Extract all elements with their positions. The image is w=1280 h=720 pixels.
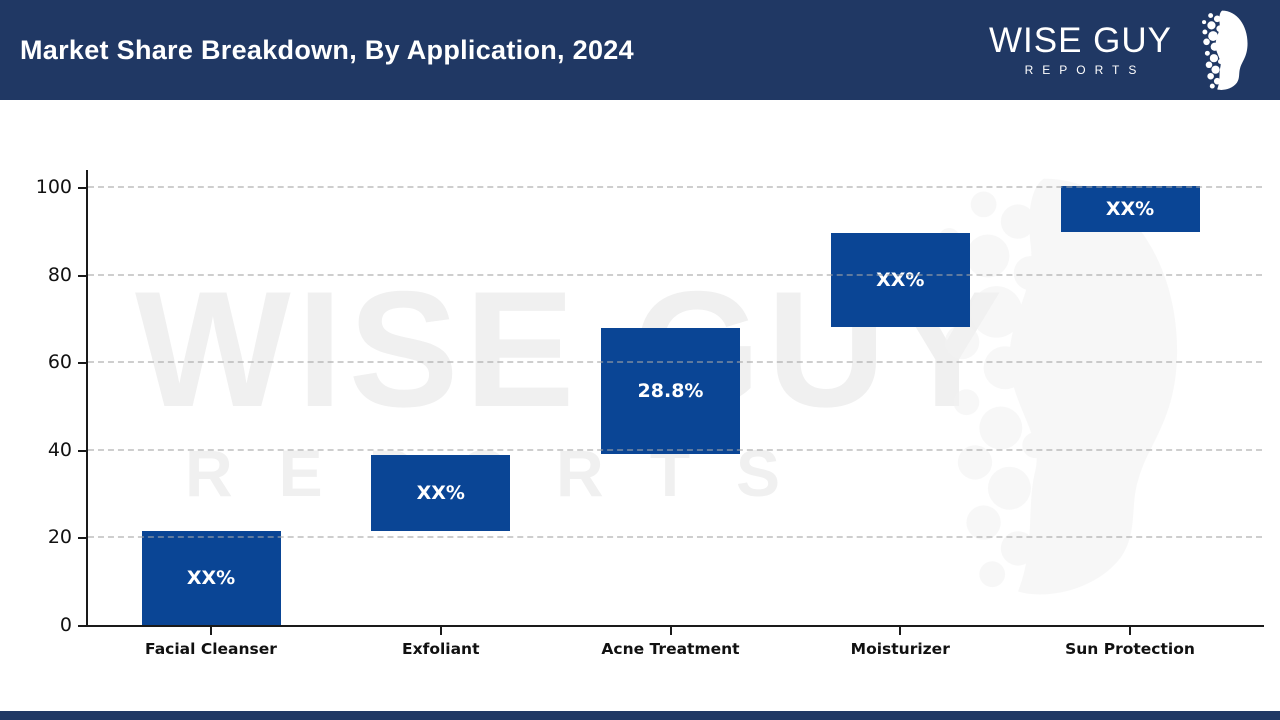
y-tick-mark	[78, 449, 86, 452]
grid-line	[88, 536, 1262, 539]
brand-logo: WISE GUY REPORTS	[989, 7, 1250, 93]
bar-exfoliant: XX%	[371, 455, 511, 531]
y-tick-label: 0	[59, 614, 72, 636]
y-tick-label: 100	[35, 176, 72, 198]
x-axis-line	[86, 625, 1264, 627]
x-tick-mark	[1129, 627, 1131, 635]
face-profile-icon	[1202, 10, 1248, 90]
bar-acne-treatment: 28.8%	[601, 328, 740, 455]
bar-value-label: XX%	[1105, 197, 1155, 220]
x-category-label: Acne Treatment	[601, 640, 740, 658]
y-axis-line	[86, 170, 88, 627]
brand-logo-text: WISE GUY REPORTS	[989, 23, 1172, 77]
bar-value-label: XX%	[186, 566, 236, 589]
y-tick-mark	[78, 537, 86, 540]
x-tick-mark	[669, 627, 672, 635]
brand-subname: REPORTS	[1024, 63, 1146, 77]
y-tick-label: 60	[47, 351, 72, 374]
y-tick-label: 40	[47, 438, 72, 461]
y-tick-label: 80	[47, 263, 72, 286]
bar-value-label: XX%	[876, 269, 925, 292]
x-category-label: Facial Cleanser	[145, 640, 277, 658]
x-tick-mark	[210, 627, 212, 635]
grid-line	[88, 361, 1262, 364]
y-tick-label: 20	[47, 526, 72, 549]
y-tick-mark	[78, 625, 86, 627]
bar-moisturizer: XX%	[830, 232, 970, 328]
bar-value-label: XX%	[416, 481, 465, 504]
x-category-label: Exfoliant	[401, 640, 480, 658]
x-category-label: Moisturizer	[850, 640, 950, 658]
brand-name: WISE GUY	[988, 21, 1172, 60]
grid-line	[88, 186, 1262, 188]
bar-facial-cleanser: XX%	[141, 530, 281, 625]
page-title: Market Share Breakdown, By Application, …	[20, 34, 634, 65]
x-tick-mark	[899, 627, 902, 635]
grid-line	[88, 273, 1262, 276]
footer-bar	[0, 711, 1280, 720]
bar-sun-protection: XX%	[1060, 185, 1200, 233]
y-tick-mark	[78, 274, 86, 277]
grid-line	[88, 448, 1262, 451]
header: Market Share Breakdown, By Application, …	[0, 0, 1280, 100]
x-category-label: Sun Protection	[1065, 640, 1195, 658]
y-tick-mark	[78, 362, 86, 365]
y-tick-mark	[78, 187, 86, 189]
x-tick-mark	[439, 627, 442, 635]
bar-value-label: 28.8%	[637, 380, 704, 403]
